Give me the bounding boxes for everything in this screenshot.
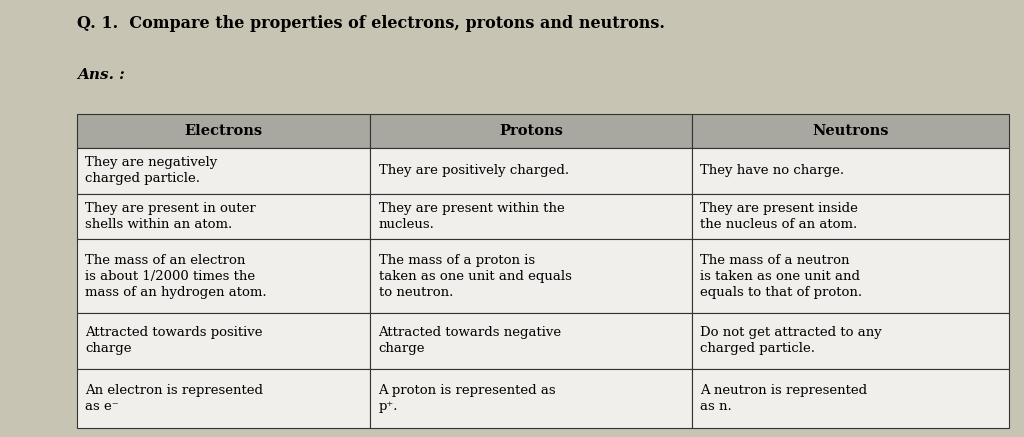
Text: Ans. :: Ans. : — [77, 68, 125, 82]
Text: They are present within the
nucleus.: They are present within the nucleus. — [379, 202, 564, 231]
Text: Q. 1.  Compare the properties of electrons, protons and neutrons.: Q. 1. Compare the properties of electron… — [77, 15, 665, 32]
Text: The mass of a proton is
taken as one unit and equals
to neutron.: The mass of a proton is taken as one uni… — [379, 253, 571, 298]
Text: They are negatively
charged particle.: They are negatively charged particle. — [85, 156, 217, 185]
Text: Electrons: Electrons — [184, 124, 262, 138]
Text: A neutron is represented
as n.: A neutron is represented as n. — [700, 384, 867, 413]
Text: An electron is represented
as e⁻: An electron is represented as e⁻ — [85, 384, 263, 413]
Text: They are positively charged.: They are positively charged. — [379, 164, 568, 177]
Text: The mass of an electron
is about 1/2000 times the
mass of an hydrogen atom.: The mass of an electron is about 1/2000 … — [85, 253, 266, 298]
Text: Protons: Protons — [499, 124, 563, 138]
Text: Neutrons: Neutrons — [812, 124, 889, 138]
Text: A proton is represented as
p⁺.: A proton is represented as p⁺. — [379, 384, 556, 413]
Text: The mass of a neutron
is taken as one unit and
equals to that of proton.: The mass of a neutron is taken as one un… — [700, 253, 862, 298]
Text: Do not get attracted to any
charged particle.: Do not get attracted to any charged part… — [700, 326, 882, 355]
Text: Attracted towards negative
charge: Attracted towards negative charge — [379, 326, 561, 355]
Text: They are present inside
the nucleus of an atom.: They are present inside the nucleus of a… — [700, 202, 858, 231]
Text: Attracted towards positive
charge: Attracted towards positive charge — [85, 326, 262, 355]
Text: They have no charge.: They have no charge. — [700, 164, 844, 177]
Text: They are present in outer
shells within an atom.: They are present in outer shells within … — [85, 202, 256, 231]
